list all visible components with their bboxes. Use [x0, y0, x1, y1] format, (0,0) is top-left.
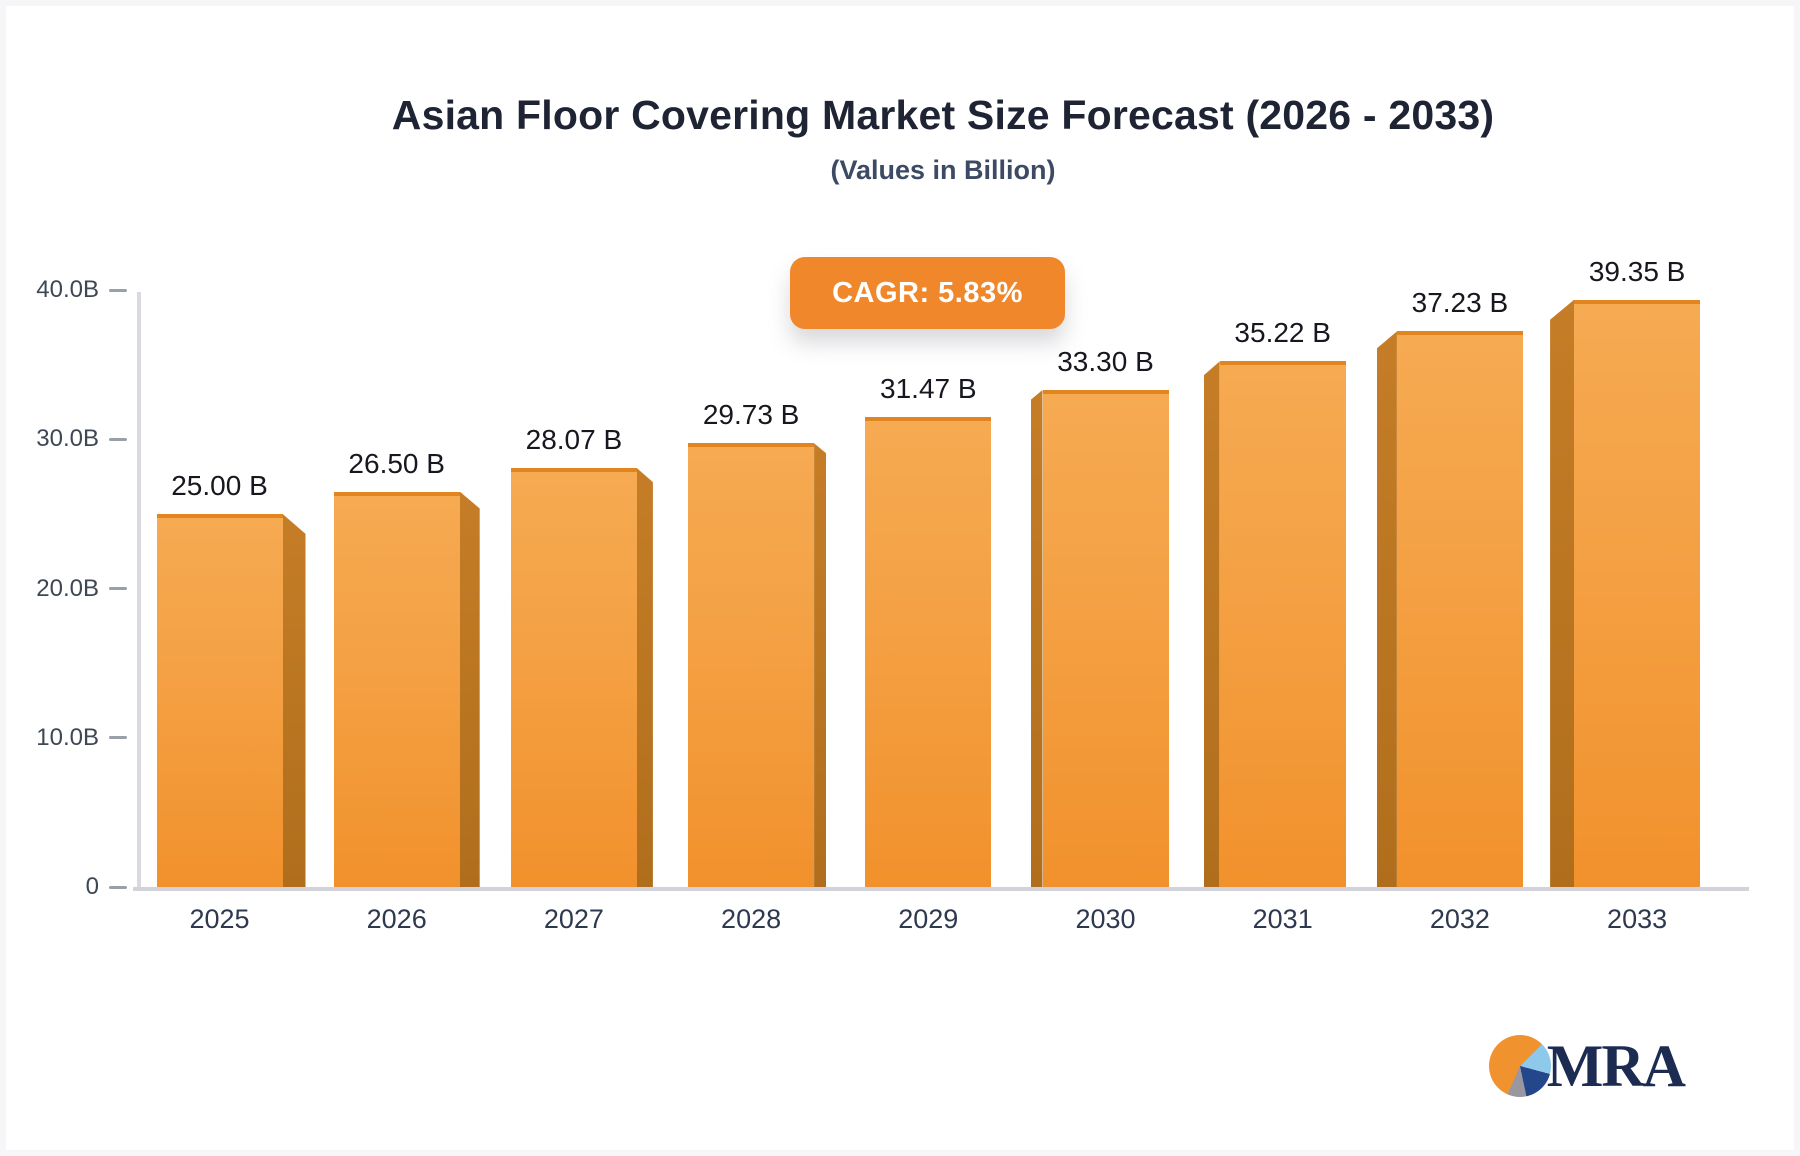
bar-chart-plot: 40.0B 30.0B 20.0B 10.0B 0 25.00 B 2025 26.50 B 2…	[36, 256, 1749, 934]
bar-value-label: 35.22 B	[1234, 317, 1331, 349]
bar-value-label: 39.35 B	[1588, 255, 1686, 287]
x-axis-tick-label: 2027	[543, 904, 604, 934]
x-axis-tick-label: 2028	[721, 904, 782, 934]
y-axis-tick-label: 0	[85, 873, 99, 900]
chart-subtitle: (Values in Billion)	[830, 155, 1056, 185]
mra-logo-text: MRA	[1546, 1033, 1686, 1099]
bar-2033	[1574, 299, 1701, 887]
bar-2026	[333, 491, 460, 887]
bar-value-label: 25.00 B	[171, 469, 268, 501]
x-axis-tick-label: 2033	[1607, 904, 1668, 934]
cagr-badge-label: CAGR: 5.83%	[832, 276, 1023, 309]
bar-2032	[1396, 331, 1523, 887]
y-axis-tick	[109, 437, 127, 441]
y-axis-tick-label: 10.0B	[36, 723, 99, 751]
bar-2029	[865, 417, 992, 887]
x-axis-tick-label: 2026	[366, 904, 427, 934]
bar-value-label: 29.73 B	[702, 399, 800, 431]
mra-logo: MRA	[1488, 1033, 1686, 1099]
bar-value-label: 33.30 B	[1057, 346, 1154, 377]
bar-3d-side	[1376, 331, 1397, 887]
bar-3d-side	[814, 443, 827, 887]
x-axis-baseline	[133, 887, 1749, 891]
x-axis-tick-label: 2031	[1252, 904, 1313, 934]
x-axis-tick-label: 2030	[1075, 904, 1136, 934]
bar-3d-side	[1030, 390, 1043, 887]
y-axis-tick-label: 20.0B	[36, 574, 99, 602]
bar-value-label: 26.50 B	[348, 447, 445, 479]
x-axis-tick-label: 2029	[898, 904, 959, 934]
cagr-badge: CAGR: 5.83%	[790, 257, 1065, 329]
y-axis-tick	[109, 288, 127, 292]
x-axis-tick-label: 2025	[189, 904, 250, 934]
bar-3d-side	[1550, 299, 1575, 887]
pie-chart-logo-icon	[1488, 1035, 1551, 1097]
y-axis-tick-label: 30.0B	[36, 425, 99, 453]
chart-page: Asian Floor Covering Market Size Forecas…	[6, 6, 1794, 1150]
bar-2027	[510, 468, 637, 887]
y-axis-tick	[109, 885, 127, 889]
x-axis-tick-label: 2032	[1429, 904, 1490, 934]
bar-3d-side	[1203, 361, 1220, 887]
y-axis-tick	[109, 736, 127, 740]
bar-3d-side	[282, 513, 306, 887]
bar-2025	[156, 513, 283, 887]
bar-2028	[688, 443, 815, 887]
y-axis-tick-label: 40.0B	[36, 276, 99, 303]
bar-value-label: 37.23 B	[1411, 287, 1509, 319]
chart-title: Asian Floor Covering Market Size Forecas…	[391, 92, 1495, 138]
bar-2031	[1219, 361, 1346, 887]
bar-value-label: 28.07 B	[525, 424, 623, 456]
y-axis-tick	[109, 587, 127, 590]
bar-3d-side	[636, 468, 653, 887]
chart-header: Asian Floor Covering Market Size Forecas…	[137, 92, 1749, 186]
y-axis-line	[137, 292, 141, 889]
bar-2030	[1042, 390, 1169, 887]
bar-value-label: 31.47 B	[880, 373, 977, 405]
bar-3d-side	[459, 491, 480, 887]
